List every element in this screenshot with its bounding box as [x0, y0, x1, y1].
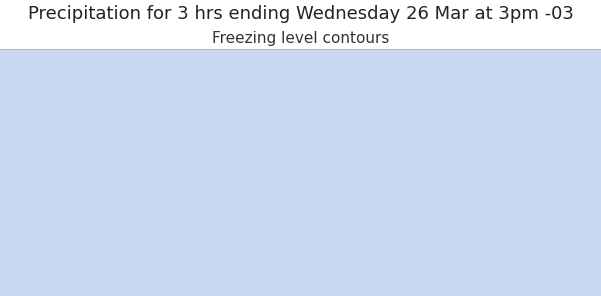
Text: Precipitation for 3 hrs ending Wednesday 26 Mar at 3pm -03: Precipitation for 3 hrs ending Wednesday…: [28, 5, 573, 23]
Text: Freezing level contours: Freezing level contours: [212, 30, 389, 46]
